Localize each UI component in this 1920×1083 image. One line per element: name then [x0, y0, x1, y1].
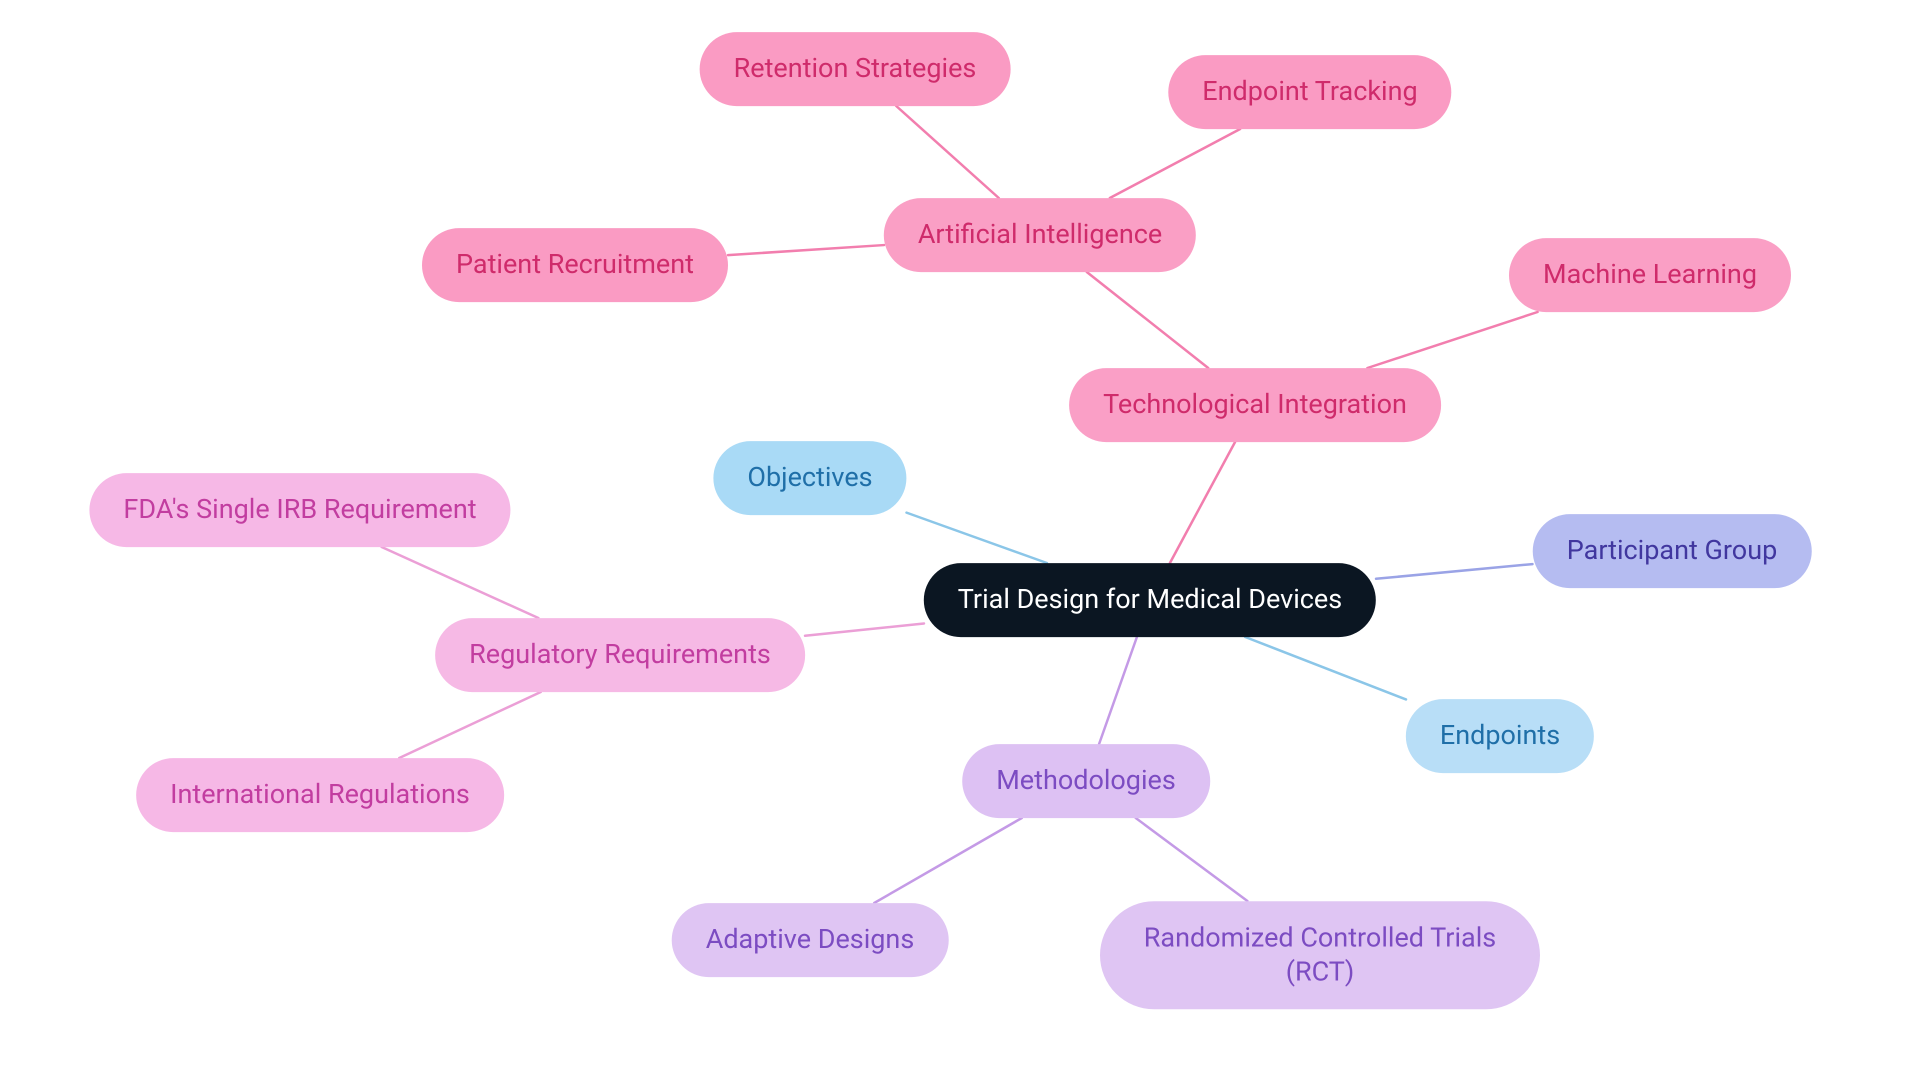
node-patient: Patient Recruitment [422, 228, 728, 302]
edge-root-endpoints [1245, 637, 1406, 699]
edge-reg-fda [382, 547, 539, 618]
edge-method-adaptive [874, 818, 1022, 903]
node-label: Endpoint Tracking [1202, 75, 1417, 107]
node-ml: Machine Learning [1509, 238, 1791, 312]
edge-ai-retention [896, 106, 999, 198]
node-participant: Participant Group [1533, 514, 1812, 588]
node-label: Machine Learning [1543, 258, 1757, 290]
node-method: Methodologies [962, 744, 1210, 818]
node-endpoints: Endpoints [1406, 699, 1594, 773]
node-label: Methodologies [996, 764, 1176, 796]
node-label: Patient Recruitment [456, 248, 694, 280]
edge-ai-endpointtr [1110, 129, 1240, 198]
node-rct: Randomized Controlled Trials (RCT) [1100, 901, 1540, 1009]
edge-root-participant [1376, 564, 1533, 579]
node-endpointtr: Endpoint Tracking [1168, 55, 1451, 129]
node-intl: International Regulations [136, 758, 504, 832]
node-ai: Artificial Intelligence [884, 198, 1196, 272]
node-label: Endpoints [1440, 719, 1560, 751]
edge-tech-ml [1367, 312, 1537, 368]
edge-ai-patient [728, 245, 884, 255]
node-label: Adaptive Designs [706, 923, 915, 955]
edge-root-objectives [907, 513, 1047, 563]
node-label: Objectives [747, 461, 872, 493]
node-retention: Retention Strategies [700, 32, 1011, 106]
edge-method-rct [1136, 818, 1248, 901]
node-label: Artificial Intelligence [918, 218, 1162, 250]
edge-root-method [1099, 637, 1137, 744]
node-tech: Technological Integration [1069, 368, 1441, 442]
node-label: Technological Integration [1103, 388, 1407, 420]
node-label: International Regulations [170, 778, 470, 810]
node-root: Trial Design for Medical Devices [924, 563, 1376, 637]
edge-reg-intl [399, 692, 540, 758]
node-reg: Regulatory Requirements [435, 618, 805, 692]
edge-root-tech [1170, 442, 1235, 563]
edge-root-reg [805, 623, 924, 635]
node-label: Participant Group [1567, 534, 1778, 566]
node-label: FDA's Single IRB Requirement [123, 493, 476, 525]
node-label: Randomized Controlled Trials (RCT) [1144, 921, 1496, 987]
node-objectives: Objectives [713, 441, 906, 515]
edge-tech-ai [1087, 272, 1208, 368]
node-fda: FDA's Single IRB Requirement [89, 473, 510, 547]
node-label: Retention Strategies [734, 52, 977, 84]
node-adaptive: Adaptive Designs [672, 903, 949, 977]
node-label: Regulatory Requirements [469, 638, 771, 670]
node-label: Trial Design for Medical Devices [958, 583, 1342, 615]
